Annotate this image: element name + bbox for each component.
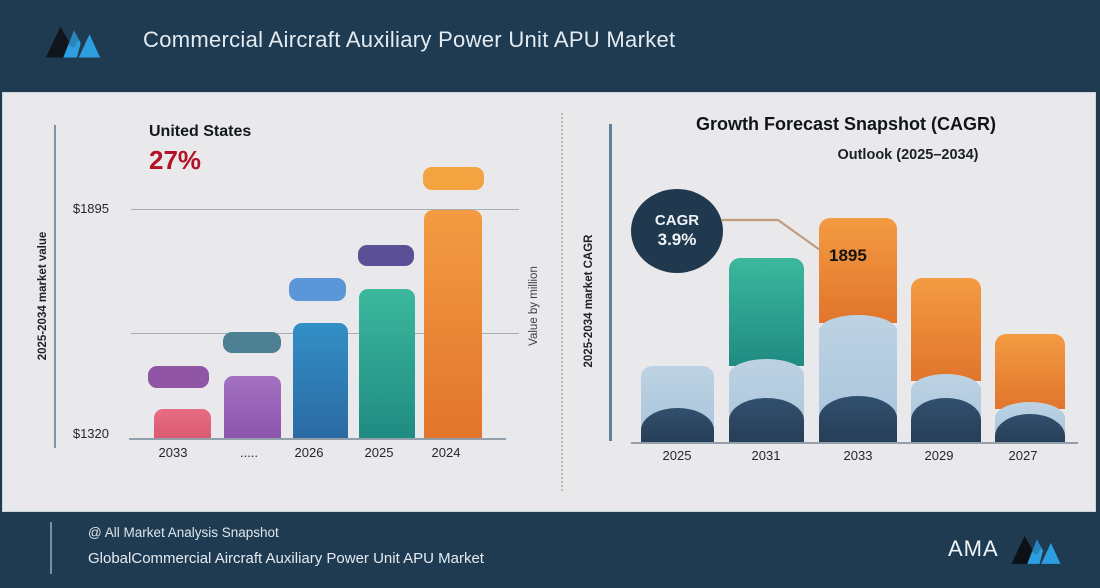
y-tick-label: $1320 (72, 426, 109, 441)
left-right-axis-label: Value by million (528, 266, 540, 346)
segment-2033-navy (819, 396, 897, 442)
left-chart-highlight: 27% (149, 145, 202, 175)
x-tick-label: 2029 (924, 448, 954, 463)
right-chart-title: Growth Forecast Snapshot (CAGR) (695, 114, 996, 134)
cagr-badge-label: CAGR (654, 211, 700, 229)
bar-2026 (293, 323, 348, 438)
bar-cap-2025 (358, 245, 414, 266)
left-chart-title: United States (149, 123, 252, 140)
x-tick-label: 2031 (751, 448, 781, 463)
bar-cap-2024 (423, 167, 484, 190)
footer: @ All Market Analysis Snapshot GlobalCom… (0, 512, 1100, 588)
segment-2027-navy (995, 414, 1065, 442)
right-y-axis-label: 2025-2034 market CAGR (583, 234, 595, 368)
x-tick-label: 2027 (1008, 448, 1038, 463)
segment-2027-orange (995, 334, 1065, 409)
right-x-axis (631, 442, 1078, 444)
bar-2033 (154, 409, 211, 438)
bar-2024 (424, 210, 482, 438)
x-tick-label: 2033 (158, 445, 188, 460)
segment-2031-navy (729, 398, 804, 442)
cagr-badge: CAGR 3.9% (631, 189, 723, 273)
x-tick-label: 2025 (364, 445, 394, 460)
right-chart-subtitle: Outlook (2025–2034) (837, 147, 979, 163)
bar-cap-..... (223, 332, 281, 353)
ama-footer-logo-icon (1011, 535, 1061, 564)
footer-divider-line (50, 522, 52, 574)
footer-source: GlobalCommercial Aircraft Auxiliary Powe… (88, 550, 484, 567)
ama-logo-icon (45, 26, 101, 58)
x-tick-label: 2026 (294, 445, 324, 460)
segment-2029-navy (911, 398, 981, 442)
footer-brand-text: AMA (948, 536, 999, 561)
x-tick-label: 2024 (431, 445, 461, 460)
x-tick-label: 2033 (843, 448, 873, 463)
left-y-axis (54, 125, 56, 448)
x-tick-label: 2025 (662, 448, 692, 463)
bar-cap-2033 (148, 366, 209, 388)
segment-2033-orange (819, 218, 897, 323)
y-tick-label: $1895 (72, 201, 109, 216)
panel-divider (561, 113, 563, 491)
bar-..... (224, 376, 281, 438)
left-y-axis-label: 2025-2034 market value (37, 231, 49, 361)
header: Commercial Aircraft Auxiliary Power Unit… (0, 0, 1100, 92)
cagr-badge-value: 3.9% (657, 229, 697, 249)
segment-2031-teal (729, 258, 804, 366)
segment-2029-orange (911, 278, 981, 381)
bar-2025 (359, 289, 415, 438)
page-title: Commercial Aircraft Auxiliary Power Unit… (143, 27, 676, 52)
main-panel: 2025-2034 market value United States 27%… (2, 92, 1096, 512)
gridline-1895 (131, 209, 519, 210)
badge-connector-line (722, 218, 821, 251)
x-tick-label: ..... (239, 445, 259, 460)
right-y-axis (609, 124, 612, 441)
footer-credit: @ All Market Analysis Snapshot (88, 525, 279, 540)
bar-annotation: 1895 (829, 246, 867, 265)
bar-cap-2026 (289, 278, 346, 301)
left-x-axis (129, 438, 506, 440)
segment-2025-navy (641, 408, 714, 442)
